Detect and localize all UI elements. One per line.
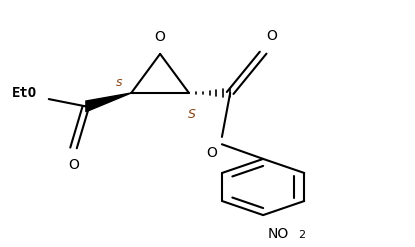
Polygon shape xyxy=(86,93,131,112)
Text: s: s xyxy=(116,76,122,89)
Text: O: O xyxy=(206,146,217,160)
Text: O: O xyxy=(68,158,79,172)
Text: O: O xyxy=(266,29,277,43)
Text: O: O xyxy=(155,30,166,44)
Text: EtO: EtO xyxy=(12,86,37,100)
Text: S: S xyxy=(188,108,196,121)
Text: NO: NO xyxy=(267,227,288,241)
Text: 2: 2 xyxy=(298,230,305,240)
